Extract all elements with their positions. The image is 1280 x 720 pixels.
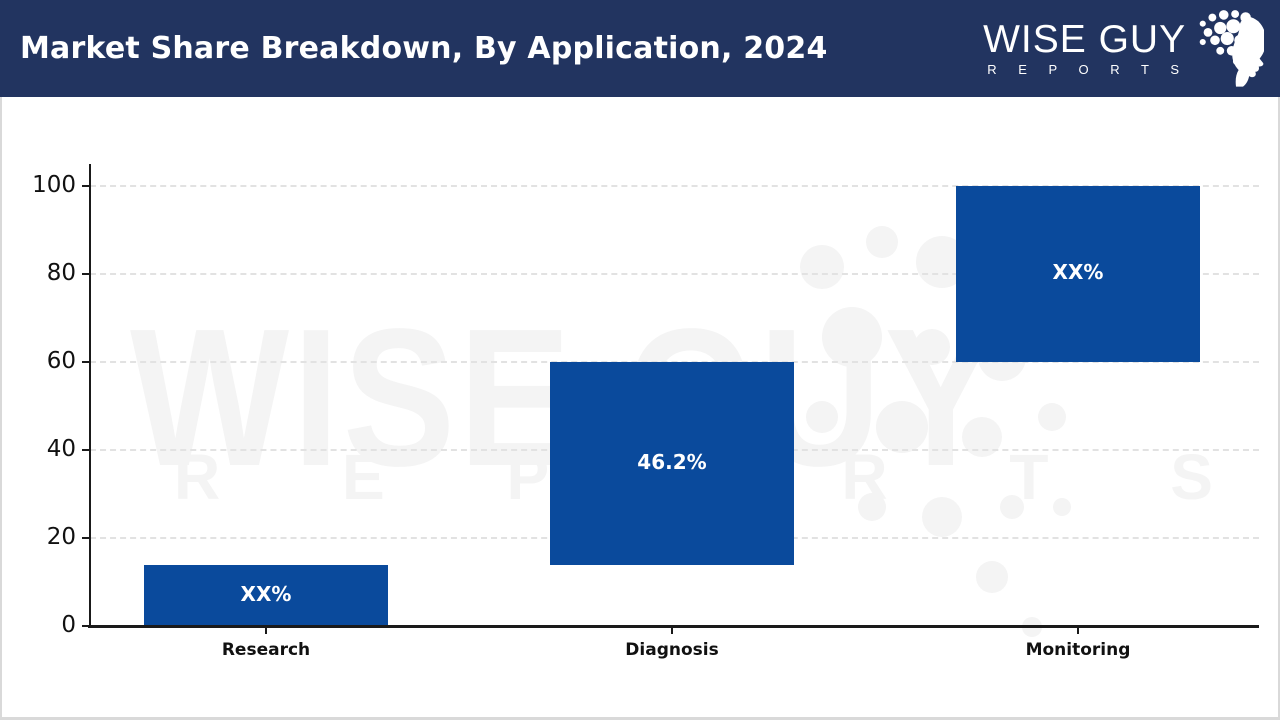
x-category-label: Monitoring [1025,640,1131,660]
y-tick-label: 60 [46,348,76,374]
y-tick-label: 80 [46,260,76,286]
y-tick-label: 20 [46,524,76,550]
y-tick-mark [82,449,90,451]
logo-text: WISE GUY R E P O R T S [981,18,1188,78]
gridline-80 [90,273,1259,275]
page-title: Market Share Breakdown, By Application, … [20,31,828,66]
y-tick-mark [82,185,90,187]
header-bar: Market Share Breakdown, By Application, … [0,0,1280,97]
watermark-dots-icon [800,226,1074,637]
x-category-label: Diagnosis [625,640,719,660]
y-tick-label: 0 [61,612,76,638]
bar-value-label: XX% [240,581,292,606]
x-tick-mark [265,626,267,634]
bar-value-label: 46.2% [637,449,707,474]
gridline-100 [90,185,1259,187]
wiseguy-logo: WISE GUY R E P O R T S [981,8,1266,90]
y-axis-line [89,164,91,628]
x-category-label: Research [221,640,311,660]
y-tick-mark [82,273,90,275]
x-tick-mark [1077,626,1079,634]
bar-value-label: XX% [1052,260,1104,284]
bar-research [144,565,388,626]
x-tick-mark [671,626,673,634]
y-tick-label: 100 [32,172,76,198]
logo-subtitle: R E P O R T S [987,62,1188,77]
bar-monitoring [956,186,1200,362]
logo-wordmark: WISE GUY [983,18,1187,61]
bar-diagnosis [550,362,794,566]
x-axis-line [88,625,1259,628]
y-tick-mark [82,537,90,539]
y-tick-mark [82,361,90,363]
y-tick-label: 40 [46,436,76,462]
y-tick-mark [82,625,90,627]
chart-area: WISE GUY R E P O R T S 020406080100XX%Re… [0,97,1280,720]
wiseguy-face-icon [1199,9,1264,87]
